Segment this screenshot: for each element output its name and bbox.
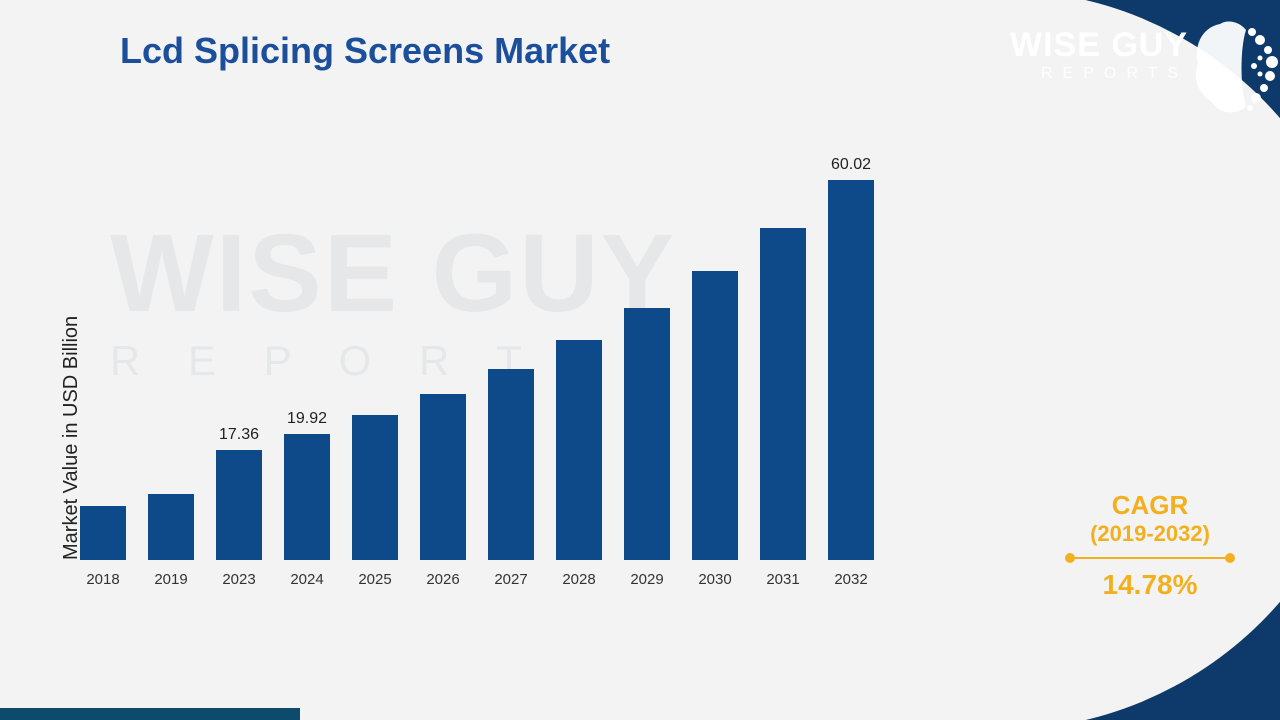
bar <box>420 394 466 561</box>
bar <box>488 369 534 560</box>
cagr-divider <box>1070 557 1230 559</box>
x-tick-label: 2029 <box>613 571 681 588</box>
bar <box>80 506 126 560</box>
bar <box>760 228 806 560</box>
brain-icon <box>1190 18 1280 118</box>
data-label: 60.02 <box>818 156 884 174</box>
bar-chart: 20182019202317.36202419.9220252026202720… <box>80 180 900 600</box>
cagr-block: CAGR (2019-2032) 14.78% <box>1060 490 1240 601</box>
bar <box>216 450 262 560</box>
bar <box>148 494 194 560</box>
stage: WISE GUY REPORTS Lcd Splicing Screens Ma… <box>0 0 1280 720</box>
footer-accent <box>0 708 300 720</box>
x-tick-label: 2031 <box>749 571 817 588</box>
x-tick-label: 2027 <box>477 571 545 588</box>
data-label: 17.36 <box>206 426 272 444</box>
cagr-range: (2019-2032) <box>1060 521 1240 547</box>
x-tick-label: 2018 <box>69 571 137 588</box>
bar <box>556 340 602 560</box>
x-tick-label: 2024 <box>273 571 341 588</box>
cagr-value: 14.78% <box>1060 569 1240 601</box>
x-tick-label: 2025 <box>341 571 409 588</box>
brand-block: WISE GUY REPORTS <box>1010 26 1188 83</box>
bar <box>352 415 398 560</box>
bar <box>624 308 670 560</box>
bar <box>284 434 330 560</box>
x-tick-label: 2026 <box>409 571 477 588</box>
brand-line2: REPORTS <box>1010 65 1188 83</box>
x-tick-label: 2032 <box>817 571 885 588</box>
brand-line1: WISE GUY <box>1010 26 1188 65</box>
x-tick-label: 2030 <box>681 571 749 588</box>
x-tick-label: 2028 <box>545 571 613 588</box>
bar <box>692 271 738 560</box>
bar <box>828 180 874 560</box>
cagr-label: CAGR <box>1060 490 1240 521</box>
x-tick-label: 2023 <box>205 571 273 588</box>
data-label: 19.92 <box>274 410 340 428</box>
x-tick-label: 2019 <box>137 571 205 588</box>
chart-title: Lcd Splicing Screens Market <box>120 30 610 72</box>
